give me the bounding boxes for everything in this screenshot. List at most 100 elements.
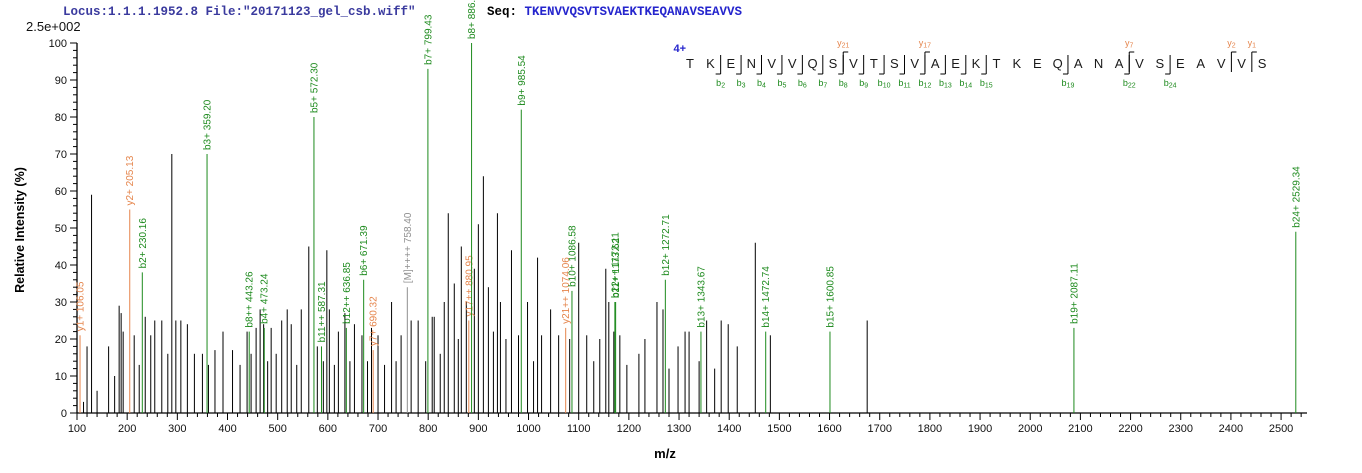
b-ion-marker-label: b3 bbox=[737, 78, 746, 90]
peak-label: b24+ 2529.34 bbox=[1291, 166, 1302, 228]
y-tick-label: 20 bbox=[55, 334, 67, 346]
peak-label: b14+ 1472.74 bbox=[761, 266, 772, 328]
sequence-residue: V bbox=[1135, 56, 1144, 71]
b-ion-marker-label: b7 bbox=[818, 78, 827, 90]
x-tick-label: 1100 bbox=[567, 423, 591, 435]
sequence-residue: K bbox=[706, 56, 715, 71]
y-tick-label: 10 bbox=[55, 371, 67, 383]
peak-label: b15+ 1600.85 bbox=[825, 266, 836, 328]
sequence-residue: S bbox=[890, 56, 899, 71]
x-tick-label: 2100 bbox=[1068, 423, 1092, 435]
y-ion-marker-label: y17 bbox=[919, 38, 931, 50]
sequence-residue: T bbox=[870, 56, 878, 71]
y-axis-title: Relative Intensity (%) bbox=[13, 167, 27, 293]
peak-label: y2+ 205.13 bbox=[125, 155, 136, 205]
sequence-residue: E bbox=[1176, 56, 1185, 71]
b-ion-marker-label: b15 bbox=[980, 78, 993, 90]
b-ion-marker-label: b11 bbox=[898, 78, 910, 90]
y-ion-marker-label: y7 bbox=[1125, 38, 1134, 50]
sequence-residue: T bbox=[992, 56, 1000, 71]
peak-label: b12+ 1272.71 bbox=[661, 214, 672, 276]
x-tick-label: 2500 bbox=[1269, 423, 1293, 435]
sequence-residue: S bbox=[1258, 56, 1267, 71]
x-tick-label: 100 bbox=[68, 423, 86, 435]
b-ion-marker-label: b6 bbox=[798, 78, 807, 90]
y-tick-label: 80 bbox=[55, 112, 67, 124]
peak-label: b9+ 985.54 bbox=[517, 55, 528, 106]
b-ion-marker-label: b14 bbox=[959, 78, 972, 90]
peak-label: b10+ 1086.58 bbox=[567, 225, 578, 287]
sequence-residue: S bbox=[829, 56, 838, 71]
sequence-residue: K bbox=[1013, 56, 1022, 71]
peak-label: b11++ 587.31 bbox=[317, 281, 328, 342]
y-tick-label: 50 bbox=[55, 223, 67, 235]
peak-label: y7+ 690.32 bbox=[369, 296, 380, 346]
x-tick-label: 2400 bbox=[1219, 423, 1243, 435]
sequence-residue: A bbox=[1196, 56, 1205, 71]
x-tick-label: 200 bbox=[118, 423, 136, 435]
sequence-residue: A bbox=[1074, 56, 1083, 71]
x-tick-label: 1500 bbox=[767, 423, 791, 435]
x-tick-label: 700 bbox=[369, 423, 387, 435]
x-tick-label: 300 bbox=[168, 423, 186, 435]
sequence-residue: E bbox=[1033, 56, 1042, 71]
seq-label: Seq: bbox=[487, 5, 525, 19]
b-ion-marker-label: b5 bbox=[777, 78, 786, 90]
x-tick-label: 1300 bbox=[667, 423, 691, 435]
x-tick-label: 2000 bbox=[1018, 423, 1042, 435]
x-tick-label: 1200 bbox=[617, 423, 641, 435]
x-axis-title: m/z bbox=[654, 446, 676, 461]
peak-label: y17++ 880.95 bbox=[464, 255, 475, 317]
sequence-residue: N bbox=[1094, 56, 1103, 71]
b-ion-marker-label: b13 bbox=[939, 78, 952, 90]
peak-label: b19+ 2087.11 bbox=[1069, 263, 1080, 324]
sequence-residue: Q bbox=[808, 56, 818, 71]
precursor-charge-label: 4+ bbox=[673, 43, 686, 55]
peak-label: b8++ 443.26 bbox=[245, 271, 256, 328]
x-tick-label: 500 bbox=[269, 423, 287, 435]
sequence-residue: V bbox=[910, 56, 919, 71]
peak-label: b2+ 230.16 bbox=[138, 218, 149, 269]
peak-label: b22++ 1172.11 bbox=[610, 232, 621, 298]
sequence-residue: V bbox=[767, 56, 776, 71]
sequence-residue: V bbox=[1237, 56, 1246, 71]
peak-label: y1+ 106.05 bbox=[76, 281, 87, 331]
sequence-residue: A bbox=[1115, 56, 1124, 71]
sequence-residue: K bbox=[972, 56, 981, 71]
y-tick-label: 30 bbox=[55, 297, 67, 309]
peak-label: [M]++++ 758.40 bbox=[403, 212, 414, 283]
peak-label: y21++ 1074.06 bbox=[561, 257, 572, 324]
intensity-scale-label: 2.5e+002 bbox=[26, 19, 81, 34]
x-tick-label: 600 bbox=[319, 423, 337, 435]
b-ion-marker-label: b8 bbox=[839, 78, 848, 90]
b-ion-marker-label: b9 bbox=[859, 78, 868, 90]
y-tick-label: 40 bbox=[55, 260, 67, 272]
y-tick-label: 70 bbox=[55, 149, 67, 161]
y-ion-marker-label: y21 bbox=[837, 38, 849, 50]
sequence-residue: V bbox=[849, 56, 858, 71]
sequence-residue: E bbox=[951, 56, 960, 71]
y-tick-label: 90 bbox=[55, 75, 67, 87]
x-tick-label: 2300 bbox=[1168, 423, 1192, 435]
b-ion-marker-label: b24 bbox=[1164, 78, 1177, 90]
sequence-residue: Q bbox=[1053, 56, 1063, 71]
peak-label: b7+ 799.43 bbox=[423, 14, 434, 65]
peak-label: b5+ 572.30 bbox=[309, 62, 320, 113]
peak-label: b13+ 1343.67 bbox=[696, 266, 707, 328]
b-ion-marker-label: b19 bbox=[1062, 78, 1075, 90]
sequence-residue: N bbox=[747, 56, 756, 71]
y-tick-label: 0 bbox=[61, 408, 67, 420]
x-tick-label: 1400 bbox=[717, 423, 741, 435]
x-tick-label: 400 bbox=[218, 423, 236, 435]
locus-file-header: Locus:1.1.1.1952.8 File:"20171123_gel_cs… bbox=[63, 5, 416, 19]
b-ion-marker-label: b2 bbox=[716, 78, 725, 90]
peak-label: b8+ 886.46 bbox=[467, 0, 478, 39]
sequence-residue: V bbox=[1217, 56, 1226, 71]
peak-label: b11+ 1173.62 bbox=[611, 238, 622, 298]
sequence-residue: S bbox=[1156, 56, 1165, 71]
peak-label: b6+ 671.39 bbox=[359, 225, 370, 276]
x-tick-label: 900 bbox=[469, 423, 487, 435]
sequence-residue: V bbox=[788, 56, 797, 71]
